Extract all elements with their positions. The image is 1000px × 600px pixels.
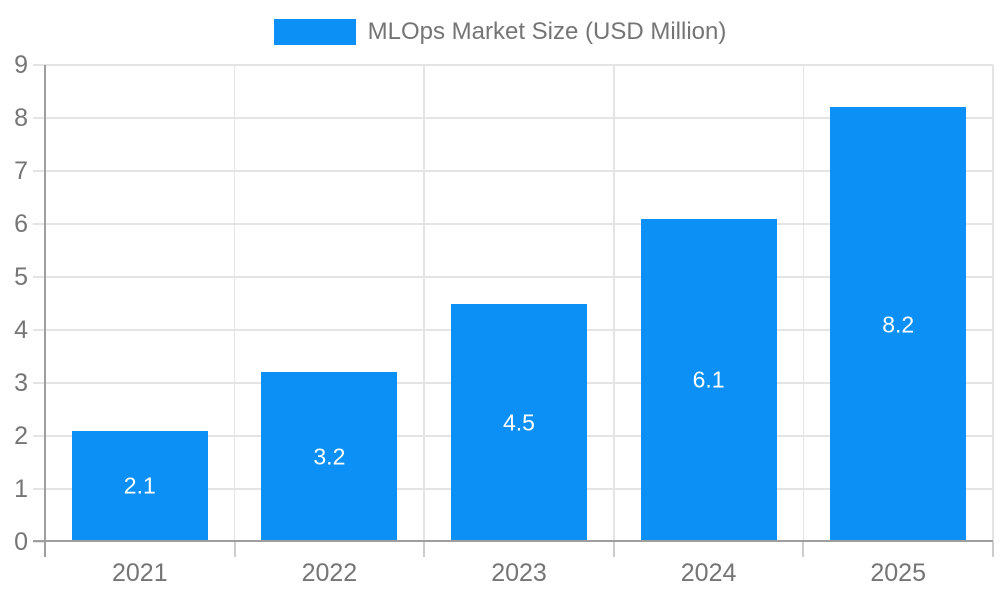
- y-axis-label: 0: [14, 528, 28, 556]
- bar-2022[interactable]: 3.2: [261, 372, 398, 542]
- bar-2021[interactable]: 2.1: [71, 430, 208, 542]
- y-gridline: [45, 276, 993, 278]
- x-gridline: [423, 65, 425, 542]
- x-gridline: [233, 65, 236, 542]
- y-axis-label: 4: [14, 316, 28, 344]
- y-axis-line: [44, 65, 46, 557]
- x-tick: [612, 542, 615, 557]
- y-axis-label: 5: [14, 263, 28, 291]
- y-axis-label: 8: [14, 104, 28, 132]
- x-gridline: [992, 65, 994, 542]
- x-axis-label: 2021: [111, 559, 168, 587]
- legend-swatch-icon: [273, 19, 356, 45]
- legend-label: MLOps Market Size (USD Million): [367, 18, 727, 45]
- y-axis-label: 1: [14, 475, 28, 503]
- y-tick: [33, 382, 45, 384]
- y-gridline: [45, 117, 993, 119]
- y-gridline: [45, 64, 993, 66]
- y-tick: [33, 223, 45, 225]
- x-tick: [992, 542, 994, 557]
- y-axis-label: 6: [14, 210, 28, 238]
- bar-2025[interactable]: 8.2: [830, 107, 967, 542]
- x-axis-line: [33, 540, 993, 542]
- y-tick: [33, 64, 45, 66]
- bar-value-label: 4.5: [503, 409, 535, 436]
- x-tick: [423, 542, 426, 557]
- bar-value-label: 6.1: [692, 366, 725, 393]
- y-tick: [33, 329, 45, 331]
- y-axis-label: 9: [14, 51, 28, 79]
- y-tick: [33, 117, 45, 119]
- y-tick: [33, 276, 45, 278]
- y-tick: [33, 488, 45, 490]
- y-gridline: [45, 170, 993, 172]
- plot-area: 2.1 3.2 4.5 6.1 8.2: [45, 64, 994, 542]
- bar-value-label: 3.2: [313, 443, 346, 470]
- bar-2023[interactable]: 4.5: [451, 303, 587, 542]
- x-tick: [802, 542, 805, 557]
- x-gridline: [802, 65, 805, 542]
- legend: MLOps Market Size (USD Million): [0, 18, 1000, 46]
- y-gridline: [45, 223, 993, 225]
- x-tick: [233, 542, 236, 557]
- y-axis-label: 2: [14, 422, 28, 450]
- x-gridline: [613, 65, 615, 542]
- y-axis-label: 7: [14, 157, 28, 185]
- y-tick: [33, 435, 45, 437]
- x-axis-label: 2023: [491, 559, 547, 587]
- x-axis-label: 2022: [301, 559, 358, 587]
- bar-value-label: 8.2: [882, 311, 915, 338]
- bar-value-label: 2.1: [123, 472, 156, 499]
- bar-2024[interactable]: 6.1: [640, 218, 777, 542]
- y-tick: [33, 541, 45, 543]
- x-axis-label: 2024: [680, 559, 737, 587]
- y-axis-label: 3: [14, 369, 28, 397]
- x-axis-label: 2025: [870, 559, 926, 587]
- y-tick: [33, 170, 45, 172]
